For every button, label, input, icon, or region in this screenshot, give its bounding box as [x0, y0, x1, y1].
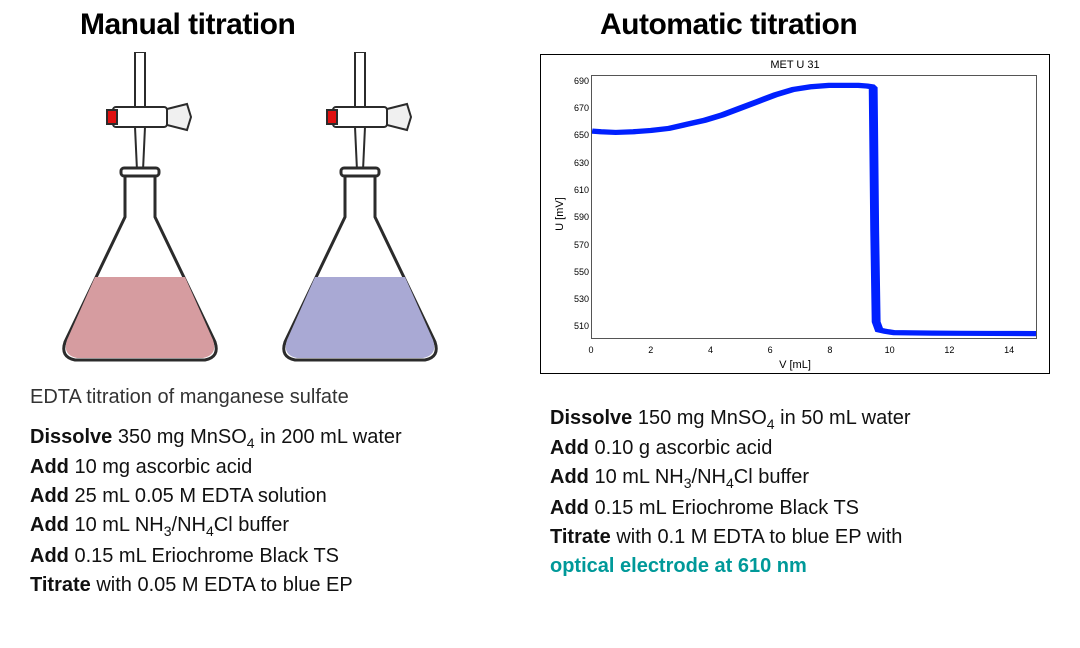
step-line: Dissolve 150 mg MnSO4 in 50 mL water	[550, 404, 1060, 434]
manual-titration-column: Manual titration	[30, 0, 520, 600]
flask-blue	[255, 52, 465, 377]
flask-pink	[35, 52, 245, 377]
chart-xtick: 0	[588, 345, 593, 355]
step-line: Add 10 mL NH3/NH4Cl buffer	[30, 511, 520, 541]
chart-title: MET U 31	[541, 59, 1049, 71]
chart-xtick: 4	[708, 345, 713, 355]
step-line: Add 0.10 g ascorbic acid	[550, 434, 1060, 463]
step-line: Titrate with 0.05 M EDTA to blue EP	[30, 571, 520, 600]
chart-plot-area	[591, 75, 1037, 339]
step-line: Add 10 mg ascorbic acid	[30, 453, 520, 482]
chart-xtick: 14	[1004, 345, 1014, 355]
flasks-illustration	[30, 52, 520, 382]
chart-xtick: 10	[885, 345, 895, 355]
automatic-steps: Dissolve 150 mg MnSO4 in 50 mL waterAdd …	[550, 404, 1060, 581]
manual-heading: Manual titration	[80, 8, 520, 42]
erlenmeyer-flask-icon	[64, 168, 217, 360]
step-line: Add 10 mL NH3/NH4Cl buffer	[550, 463, 1060, 493]
manual-steps: Dissolve 350 mg MnSO4 in 200 mL waterAdd…	[30, 423, 520, 600]
chart-ytick: 550	[563, 267, 589, 277]
automatic-heading: Automatic titration	[600, 8, 1060, 42]
chart-ytick: 590	[563, 212, 589, 222]
manual-subtitle: EDTA titration of manganese sulfate	[30, 386, 520, 409]
chart-xtick: 6	[768, 345, 773, 355]
step-line: Titrate with 0.1 M EDTA to blue EP with	[550, 523, 1060, 552]
chart-xtick: 8	[827, 345, 832, 355]
chart-xtick: 2	[648, 345, 653, 355]
chart-ytick: 690	[563, 76, 589, 86]
chart-series-line	[592, 85, 1036, 333]
step-line: Dissolve 350 mg MnSO4 in 200 mL water	[30, 423, 520, 453]
chart-ytick: 650	[563, 130, 589, 140]
chart-ytick: 530	[563, 294, 589, 304]
chart-ytick: 630	[563, 158, 589, 168]
chart-ytick: 610	[563, 185, 589, 195]
step-line: optical electrode at 610 nm	[550, 552, 1060, 581]
step-line: Add 25 mL 0.05 M EDTA solution	[30, 482, 520, 511]
chart-ytick: 570	[563, 240, 589, 250]
step-line: Add 0.15 mL Eriochrome Black TS	[30, 542, 520, 571]
chart-ytick: 510	[563, 321, 589, 331]
step-line: Add 0.15 mL Eriochrome Black TS	[550, 494, 1060, 523]
automatic-titration-column: Automatic titration MET U 31 U [mV] V [m…	[540, 0, 1060, 581]
titration-curve-chart: MET U 31 U [mV] V [mL] 51053055057059061…	[540, 54, 1050, 374]
chart-xlabel: V [mL]	[541, 359, 1049, 371]
chart-ytick: 670	[563, 103, 589, 113]
chart-xtick: 12	[944, 345, 954, 355]
